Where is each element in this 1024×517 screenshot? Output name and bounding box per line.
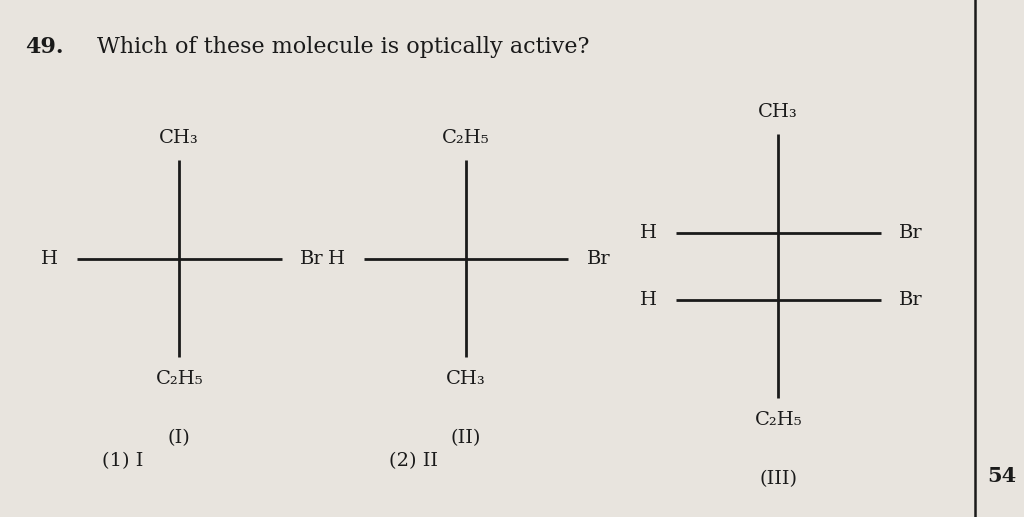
Text: CH₃: CH₃ (446, 370, 485, 388)
Text: (1) I: (1) I (102, 452, 143, 470)
Text: H: H (41, 250, 58, 267)
Text: Br: Br (587, 250, 610, 267)
Text: 49.: 49. (26, 36, 65, 58)
Text: H: H (328, 250, 345, 267)
Text: 54: 54 (987, 466, 1016, 486)
Text: Br: Br (899, 291, 923, 309)
Text: H: H (640, 291, 657, 309)
Text: Which of these molecule is optically active?: Which of these molecule is optically act… (97, 36, 590, 58)
Text: H: H (640, 224, 657, 241)
Text: C₂H₅: C₂H₅ (442, 129, 489, 147)
Text: CH₃: CH₃ (759, 103, 798, 121)
Text: (III): (III) (759, 470, 798, 489)
Text: (2) II: (2) II (389, 452, 438, 470)
Text: (I): (I) (168, 429, 190, 447)
Text: Br: Br (300, 250, 324, 267)
Text: CH₃: CH₃ (160, 129, 199, 147)
Text: C₂H₅: C₂H₅ (755, 411, 802, 429)
Text: (II): (II) (451, 429, 481, 447)
Text: Br: Br (899, 224, 923, 241)
Text: C₂H₅: C₂H₅ (156, 370, 203, 388)
